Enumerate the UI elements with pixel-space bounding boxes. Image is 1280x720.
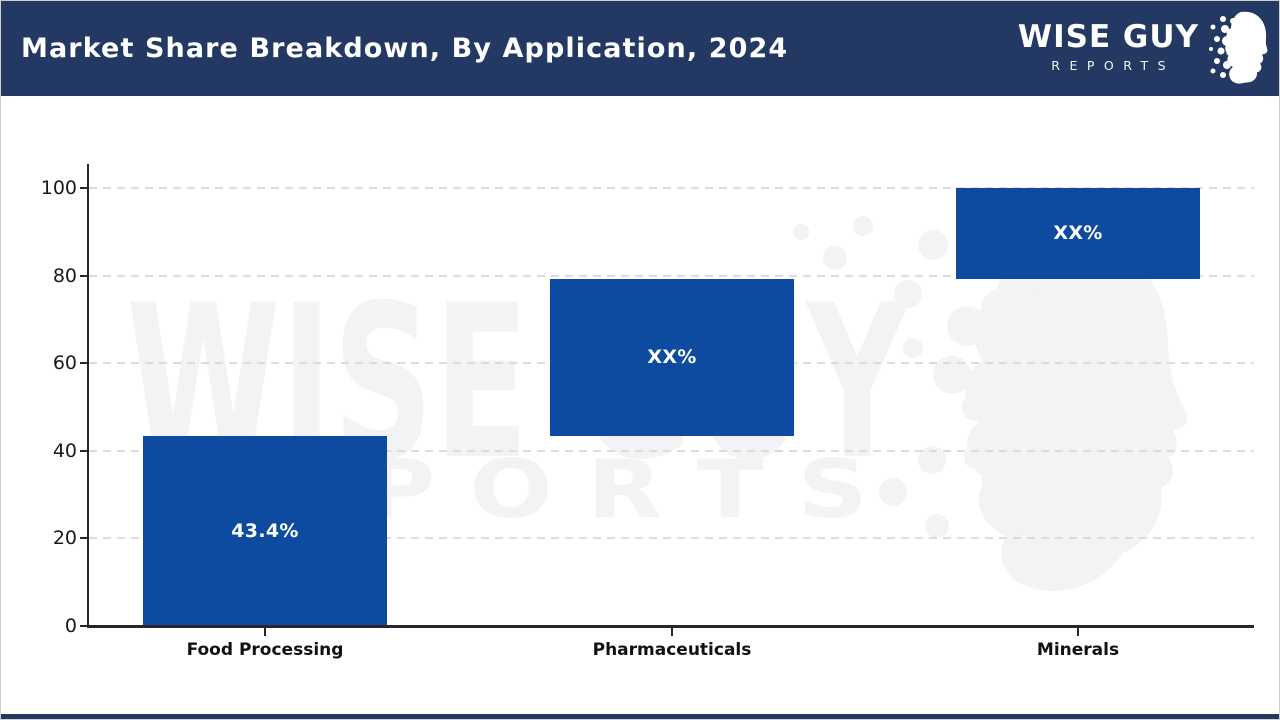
x-axis-tick: [264, 628, 266, 636]
bar-value-label: 43.4%: [231, 519, 299, 542]
y-axis-tick-label: 80: [52, 264, 77, 287]
logo-wordmark: WISE GUY: [1017, 18, 1199, 55]
y-axis-tick-label: 20: [52, 527, 77, 550]
y-axis-tick: [80, 625, 87, 627]
logo-reports-label: REPORTS: [1051, 57, 1176, 73]
y-axis-tick: [80, 187, 87, 189]
footer-bar: [1, 714, 1279, 719]
gridline: [89, 449, 1254, 452]
header: Market Share Breakdown, By Application, …: [1, 1, 1279, 96]
y-axis-tick-label: 0: [64, 615, 77, 637]
y-axis-tick: [80, 537, 87, 540]
x-axis-category-label: Pharmaceuticals: [592, 640, 752, 660]
bar-value-label: XX%: [647, 346, 697, 369]
bar-value-label: XX%: [1053, 222, 1103, 245]
x-axis-category-label: Food Processing: [186, 640, 344, 660]
x-axis-tick: [671, 628, 673, 636]
gridline: [89, 187, 1254, 189]
gridline: [89, 537, 1254, 540]
bar: XX%: [956, 188, 1200, 279]
gridline: [89, 274, 1254, 277]
y-axis-tick-label: 40: [52, 439, 77, 462]
bar: 43.4%: [143, 435, 387, 626]
x-axis-tick: [1077, 628, 1079, 636]
bar: XX%: [550, 278, 794, 436]
logo-text: WISE GUY REPORTS: [1017, 18, 1199, 73]
y-axis-tick: [80, 362, 87, 365]
y-axis-tick: [80, 449, 87, 452]
page-title: Market Share Breakdown, By Application, …: [21, 33, 789, 64]
wise-guy-logo: WISE GUY REPORTS: [1018, 9, 1269, 85]
y-axis-spine: [87, 164, 89, 628]
y-axis-tick-label: 100: [40, 177, 77, 199]
y-axis-tick: [80, 274, 87, 277]
x-axis-category-label: Minerals: [1036, 640, 1120, 660]
x-axis-spine: [87, 625, 1254, 628]
y-axis-tick-label: 60: [52, 352, 77, 375]
logo-face-icon: [1209, 11, 1268, 84]
